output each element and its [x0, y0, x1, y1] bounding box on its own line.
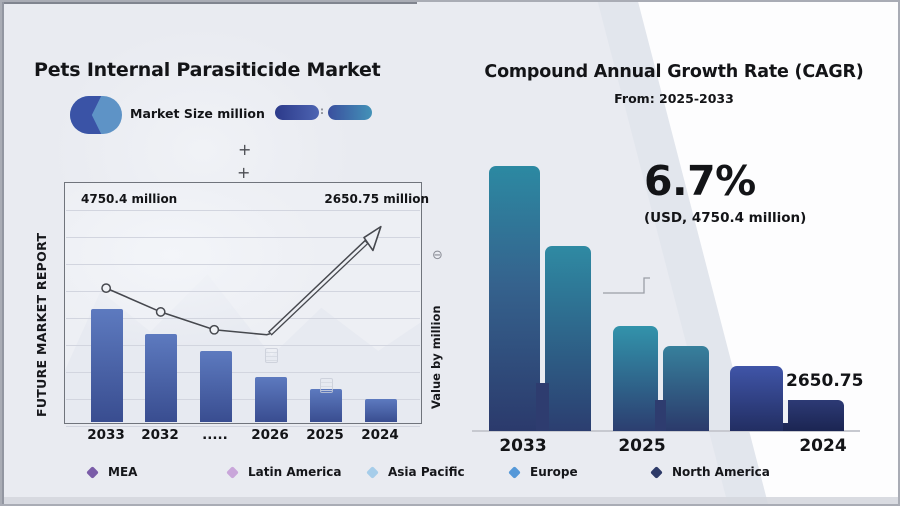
legend-label: Europe — [530, 465, 578, 479]
cagr-x-tick-2033: 2033 — [499, 436, 547, 456]
frame-edge-left — [2, 2, 4, 504]
cagr-title: Compound Annual Growth Rate (CAGR) — [484, 62, 864, 82]
end-value-annotation: 2650.75 — [786, 371, 864, 391]
cagr-value-block: 6.7% (USD, 4750.4 million) — [644, 157, 806, 226]
bar-notch-decoration — [783, 400, 788, 423]
cagr-bar-2024-primary — [730, 366, 783, 431]
step-line-icon — [603, 277, 650, 294]
circle-minus-icon: ⊖ — [432, 248, 443, 263]
x-tick-2026: 2026 — [251, 427, 289, 443]
market-bar-2033 — [91, 309, 123, 422]
brand-capsule-dark-half — [70, 96, 102, 134]
market-bar-2024 — [365, 399, 397, 422]
trend-arrow — [101, 225, 382, 336]
diamond-icon — [86, 465, 99, 479]
x-tick-dots: ..... — [202, 427, 228, 443]
frame-edge-top — [2, 2, 417, 4]
bottom-edge-strip — [2, 497, 898, 504]
future-market-report-watermark: FUTURE MARKET REPORT — [34, 232, 49, 418]
legend-item-mea: MEA — [86, 465, 138, 479]
diamond-icon — [226, 465, 239, 479]
cagr-percentage: 6.7% — [644, 157, 756, 205]
pill-icon-2 — [328, 105, 372, 120]
page-title: Pets Internal Parasiticide Market — [34, 59, 381, 81]
legend-label: MEA — [108, 465, 138, 479]
market-chart-x-axis: 2033 2032 ..... 2026 2025 2024 — [64, 427, 422, 445]
cagr-x-tick-2025: 2025 — [618, 436, 666, 456]
pill-icon-1 — [275, 105, 319, 120]
brand-label: Market Size million — [130, 106, 265, 121]
region-legend: MEA Latin America Asia Pacific Europe No… — [2, 465, 898, 489]
legend-label: Latin America — [248, 465, 342, 479]
cagr-bar-2033-primary — [489, 166, 540, 431]
legend-item-europe: Europe — [508, 465, 578, 479]
cagr-bar-2025-primary — [613, 326, 658, 431]
x-tick-2033: 2033 — [87, 427, 125, 443]
value-axis-label: Value by million — [429, 305, 443, 409]
bar-join-decoration — [655, 400, 666, 431]
cagr-bar-2025-secondary — [663, 346, 709, 431]
cagr-subtitle: From: 2025-2033 — [614, 91, 734, 106]
clipboard-icon — [265, 348, 278, 363]
cagr-axis-line — [472, 430, 860, 432]
legend-item-latin-america: Latin America — [226, 465, 342, 479]
legend-item-north-america: North America — [650, 465, 770, 479]
clipboard-icon — [320, 378, 333, 393]
x-tick-2032: 2032 — [141, 427, 179, 443]
start-value-label: 4750.4 million — [81, 192, 178, 206]
market-bar-2032 — [145, 334, 177, 422]
legend-label: North America — [672, 465, 770, 479]
legend-label: Asia Pacific — [388, 465, 465, 479]
diamond-icon — [366, 465, 379, 479]
plus-icon-1: + — [238, 140, 252, 159]
pill-separator: : — [320, 106, 324, 117]
market-bar-dots — [200, 351, 232, 422]
cagr-x-tick-2024: 2024 — [799, 436, 847, 456]
market-bar-2026 — [255, 377, 287, 422]
market-bar-2025 — [310, 389, 342, 422]
cagr-header: Compound Annual Growth Rate (CAGR) From:… — [464, 62, 884, 106]
diamond-icon — [508, 465, 521, 479]
diamond-icon — [650, 465, 663, 479]
x-tick-2025: 2025 — [306, 427, 344, 443]
plus-icon-2: + — [237, 163, 251, 182]
cagr-bar-2033-secondary — [545, 246, 591, 431]
end-value-label: 2650.75 million — [324, 192, 429, 206]
cagr-chart: 2033 2025 2024 2650.75 — [472, 152, 864, 464]
x-tick-2024: 2024 — [361, 427, 399, 443]
bar-join-decoration — [536, 383, 549, 431]
cagr-usd-detail: (USD, 4750.4 million) — [644, 210, 807, 226]
brand-capsule-icon — [70, 96, 122, 134]
legend-item-asia-pacific: Asia Pacific — [366, 465, 465, 479]
market-size-chart: 4750.4 million 2650.75 million — [64, 182, 429, 427]
